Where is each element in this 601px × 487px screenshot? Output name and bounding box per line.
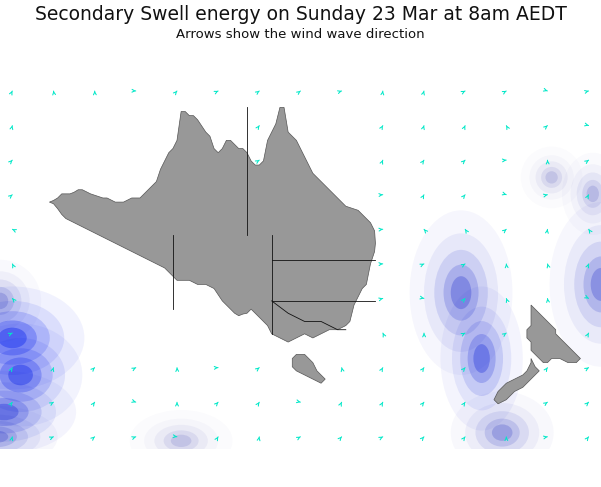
Ellipse shape	[435, 250, 488, 336]
Ellipse shape	[0, 338, 65, 412]
Ellipse shape	[492, 424, 513, 441]
Text: Arrows show the wind wave direction: Arrows show the wind wave direction	[176, 28, 425, 41]
Polygon shape	[527, 305, 581, 363]
Ellipse shape	[0, 391, 41, 433]
Ellipse shape	[475, 411, 529, 454]
Ellipse shape	[474, 344, 490, 373]
Ellipse shape	[460, 321, 503, 396]
Ellipse shape	[0, 431, 8, 443]
Polygon shape	[49, 108, 376, 342]
Ellipse shape	[171, 435, 191, 447]
Ellipse shape	[0, 426, 17, 447]
Ellipse shape	[424, 233, 498, 352]
Ellipse shape	[0, 323, 82, 427]
Ellipse shape	[0, 421, 28, 453]
Ellipse shape	[451, 276, 471, 309]
Ellipse shape	[582, 180, 601, 208]
Ellipse shape	[0, 382, 56, 442]
Ellipse shape	[0, 320, 37, 356]
Ellipse shape	[0, 287, 14, 315]
Ellipse shape	[0, 328, 27, 348]
Ellipse shape	[0, 348, 53, 402]
Ellipse shape	[468, 334, 496, 383]
Polygon shape	[292, 355, 325, 383]
Ellipse shape	[0, 301, 64, 375]
Ellipse shape	[452, 307, 511, 411]
Ellipse shape	[587, 186, 599, 202]
Ellipse shape	[577, 172, 601, 215]
Ellipse shape	[444, 264, 478, 320]
Ellipse shape	[564, 225, 601, 344]
Ellipse shape	[0, 280, 22, 322]
Ellipse shape	[163, 431, 198, 451]
Ellipse shape	[8, 365, 33, 385]
Polygon shape	[494, 358, 539, 404]
Ellipse shape	[0, 414, 40, 459]
Ellipse shape	[0, 404, 19, 420]
Ellipse shape	[574, 242, 601, 327]
Ellipse shape	[0, 357, 41, 393]
Ellipse shape	[0, 311, 50, 365]
Text: Secondary Swell energy on Sunday 23 Mar at 8am AEDT: Secondary Swell energy on Sunday 23 Mar …	[35, 5, 566, 24]
Ellipse shape	[0, 293, 8, 309]
Ellipse shape	[541, 167, 562, 188]
Ellipse shape	[0, 398, 29, 426]
Ellipse shape	[485, 419, 520, 447]
Ellipse shape	[546, 171, 558, 184]
Ellipse shape	[584, 257, 601, 313]
Ellipse shape	[591, 268, 601, 301]
Ellipse shape	[0, 286, 84, 390]
